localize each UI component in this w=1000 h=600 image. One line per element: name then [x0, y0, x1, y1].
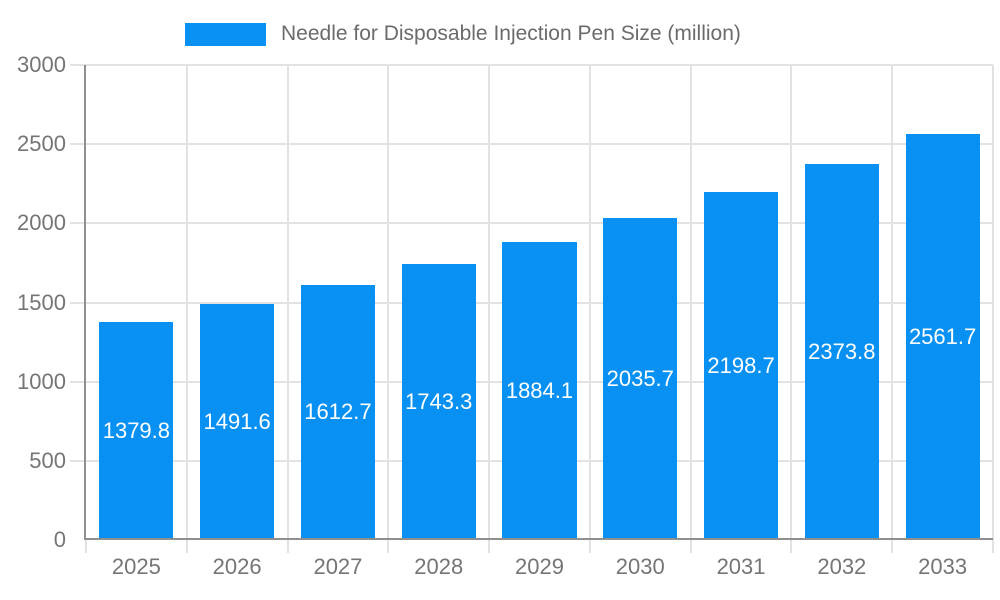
- x-tick-label: 2027: [313, 554, 363, 579]
- x-tick: [286, 540, 289, 553]
- bar-value-label: 1884.1: [505, 377, 574, 403]
- y-tick-label: 3000: [17, 52, 66, 77]
- x-tick: [891, 540, 894, 553]
- bar: 1491.6: [200, 303, 275, 540]
- y-gridline: [70, 222, 993, 225]
- x-tick: [185, 540, 188, 553]
- x-tick-label: 2028: [414, 554, 464, 579]
- x-tick-label: 2030: [615, 554, 665, 579]
- y-gridline: [70, 64, 993, 66]
- x-tick: [790, 540, 793, 553]
- x-tick: [488, 540, 491, 553]
- bar: 2035.7: [603, 217, 678, 540]
- x-tick: [992, 540, 994, 553]
- x-tick: [387, 540, 390, 553]
- y-tick-label: 500: [29, 447, 66, 473]
- x-tick-label: 2032: [817, 554, 867, 579]
- bar-value-label: 2373.8: [808, 339, 876, 365]
- y-tick-label: 1500: [17, 289, 66, 315]
- legend-swatch: [185, 22, 266, 46]
- x-tick-label: 2033: [918, 554, 968, 579]
- bar: 1379.8: [99, 321, 174, 540]
- x-tick: [588, 540, 591, 553]
- plot-area: 1379.8 1491.6 1612.7 1743.3 1884.1 2035.7 2198…: [70, 64, 994, 553]
- bar-value-label: 1743.3: [405, 388, 473, 414]
- bar-value-label: 1612.7: [304, 399, 372, 425]
- x-axis-line: [84, 538, 993, 540]
- bar: 1884.1: [502, 241, 577, 540]
- bar-value-label: 2198.7: [707, 352, 775, 378]
- legend: Needle for Disposable Injection Pen Size…: [185, 22, 741, 46]
- x-tick-label: 2029: [515, 554, 564, 579]
- x-tick-label: 2026: [212, 554, 262, 579]
- bar-value-label: 2035.7: [606, 365, 674, 391]
- bar-value-label: 2561.7: [908, 324, 977, 350]
- y-tick-label: 0: [53, 527, 66, 552]
- x-gridline: [286, 65, 289, 540]
- y-axis-line: [84, 65, 86, 540]
- x-tick-label: 2031: [716, 554, 766, 579]
- bar: 2373.8: [804, 164, 879, 540]
- x-gridline: [488, 65, 491, 540]
- bar-value-label: 1379.8: [102, 417, 171, 443]
- bar: 2561.7: [905, 134, 980, 540]
- y-gridline: [70, 143, 993, 146]
- x-tick: [85, 540, 87, 553]
- x-gridline: [992, 65, 994, 540]
- legend-label: Needle for Disposable Injection Pen Size…: [281, 22, 741, 45]
- x-tick-label: 2025: [111, 554, 161, 579]
- x-gridline: [790, 65, 793, 540]
- y-tick-label: 1000: [17, 368, 66, 394]
- x-gridline: [387, 65, 390, 540]
- x-gridline: [689, 65, 692, 540]
- x-gridline: [588, 65, 591, 540]
- bar: 1612.7: [300, 284, 375, 540]
- y-tick-label: 2500: [17, 131, 66, 157]
- x-tick: [689, 540, 692, 553]
- x-gridline: [185, 65, 188, 540]
- x-gridline: [891, 65, 894, 540]
- bar-value-label: 1491.6: [203, 408, 271, 434]
- y-tick-label: 2000: [17, 210, 66, 236]
- bar: 1743.3: [401, 263, 476, 540]
- bar: 2198.7: [704, 191, 779, 540]
